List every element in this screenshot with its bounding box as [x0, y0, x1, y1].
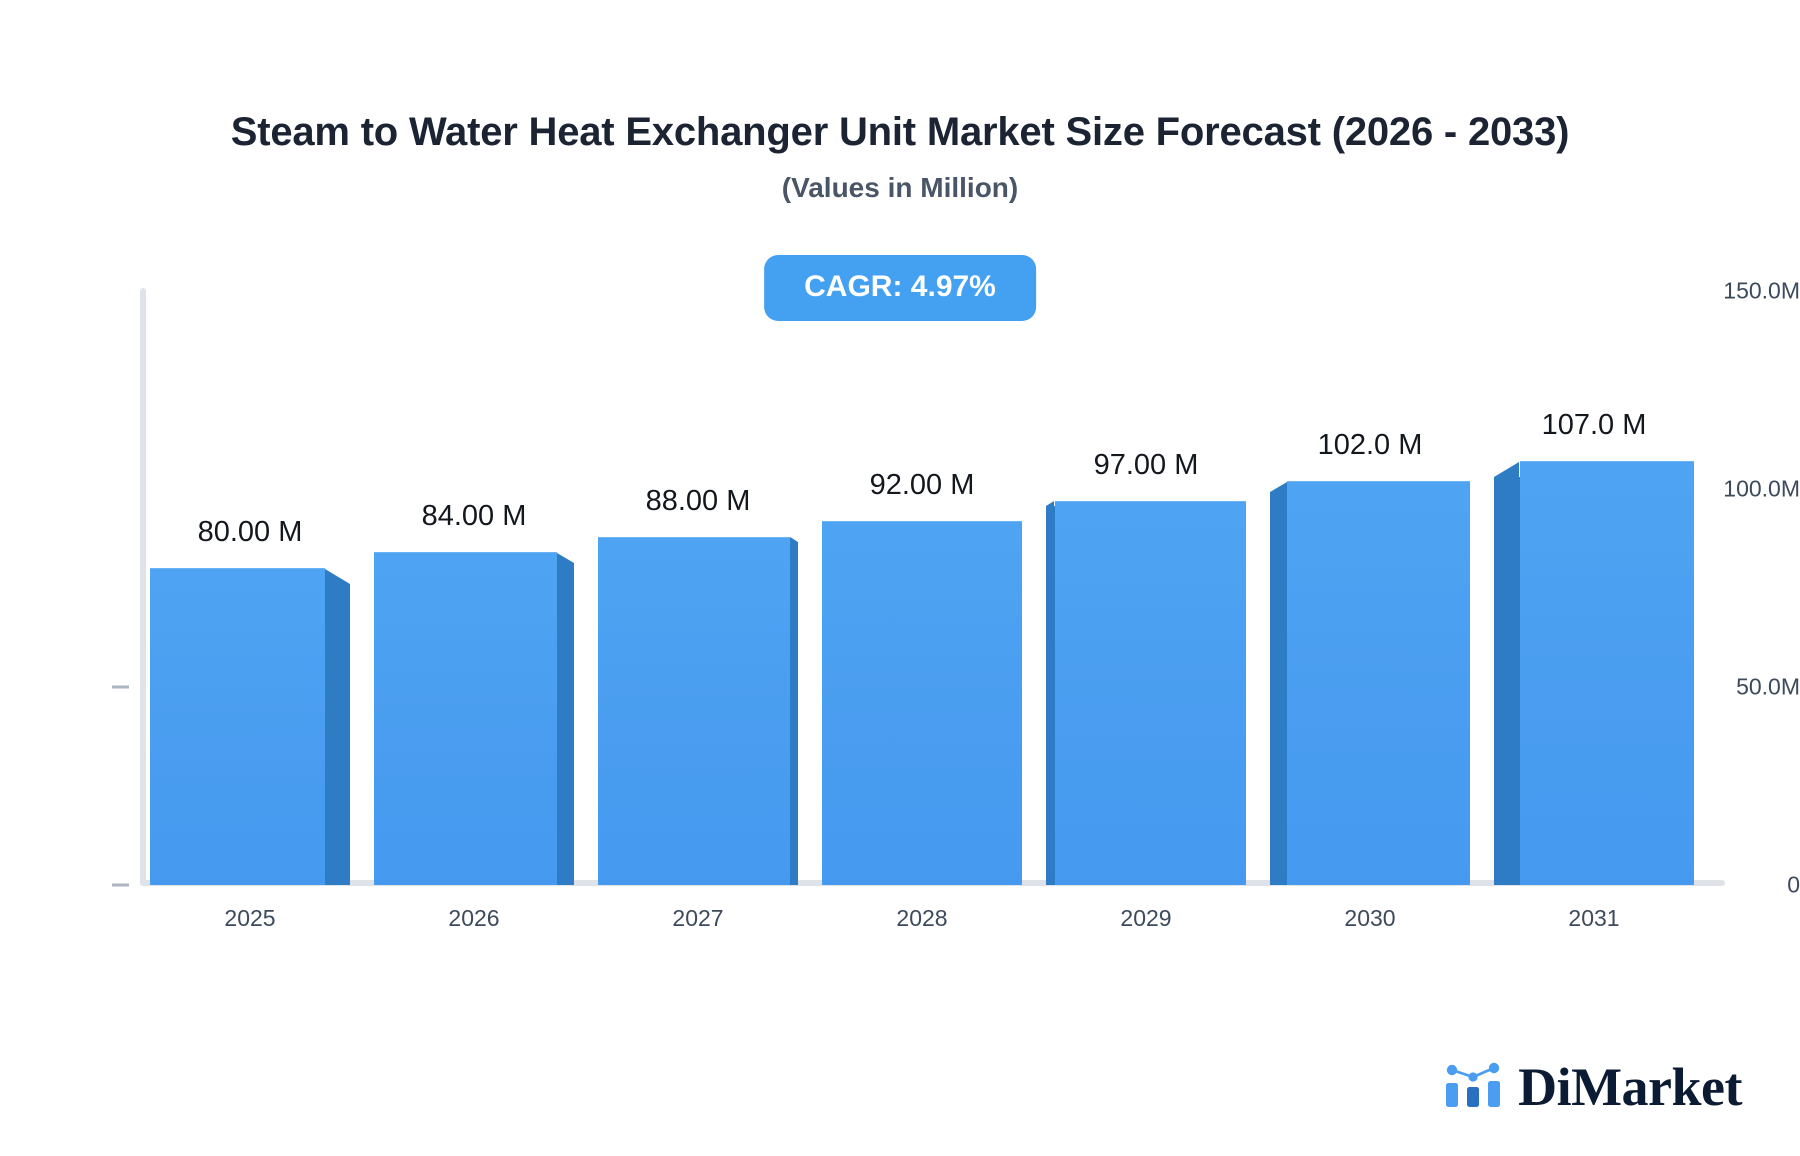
y-axis-tick-label: 50.0M: [1736, 673, 1800, 700]
bar-top-bevel: [789, 536, 798, 542]
bar-value-label: 80.00 M: [197, 516, 303, 549]
y-axis-tick-label: 150.0M: [1723, 277, 1800, 304]
bar-front-face: [1519, 461, 1694, 885]
bar[interactable]: [150, 568, 350, 885]
x-axis-tick-label: 2025: [224, 905, 276, 931]
bar-value-label: 102.0 M: [1317, 429, 1423, 462]
bar-front-face: [822, 520, 1022, 885]
bar-top-bevel: [557, 552, 574, 563]
bar[interactable]: [822, 520, 1022, 885]
y-axis-tick-mark: [112, 685, 129, 689]
chart-title: Steam to Water Heat Exchanger Unit Marke…: [230, 110, 1570, 154]
bar-front-face: [1054, 500, 1246, 885]
dimarket-logo: DiMarket: [1442, 1059, 1742, 1114]
bar-front-face: [598, 536, 790, 885]
bar-value-label: 92.00 M: [869, 468, 975, 501]
x-axis-tick-label: 2028: [896, 905, 948, 931]
bar-chart-dots-icon: [1442, 1059, 1504, 1114]
x-axis-tick-label: 2026: [448, 905, 500, 931]
y-axis-tick-mark: [112, 883, 129, 887]
bar-front-face: [150, 568, 325, 885]
y-axis-tick-label: 0: [1787, 871, 1800, 898]
chart-subtitle: (Values in Million): [781, 172, 1019, 203]
bar-value-label: 84.00 M: [421, 500, 527, 533]
bar[interactable]: [598, 536, 798, 885]
bar[interactable]: [1046, 500, 1246, 885]
bar-top-bevel: [324, 569, 350, 585]
bar-front-face: [374, 552, 557, 885]
bar-value-label: 97.00 M: [1093, 448, 1199, 481]
x-axis-tick-label: 2029: [1120, 905, 1172, 931]
bar-top-bevel: [1046, 501, 1054, 507]
x-axis-tick-label: 2027: [672, 905, 724, 931]
bar-top-bevel: [1494, 462, 1519, 478]
bar[interactable]: [1270, 481, 1470, 885]
bar[interactable]: [1494, 461, 1694, 885]
bar-top-bevel: [1270, 481, 1287, 492]
cagr-badge: CAGR: 4.97%: [764, 255, 1036, 321]
bar-side-face: [1270, 491, 1287, 885]
y-axis-tick-label: 100.0M: [1723, 475, 1800, 502]
bar-side-face: [324, 584, 350, 885]
bar-side-face: [1494, 477, 1520, 885]
bar[interactable]: [374, 552, 574, 885]
y-axis-line: [140, 288, 146, 886]
bar-value-label: 88.00 M: [645, 484, 751, 517]
logo-wordmark: DiMarket: [1518, 1056, 1742, 1117]
bar-front-face: [1287, 481, 1470, 885]
bar-side-face: [1046, 506, 1055, 885]
bar-value-label: 107.0 M: [1541, 409, 1647, 442]
x-axis-tick-label: 2030: [1344, 905, 1396, 931]
x-axis-tick-label: 2031: [1568, 905, 1620, 931]
bar-side-face: [789, 541, 798, 885]
bar-side-face: [557, 562, 574, 885]
